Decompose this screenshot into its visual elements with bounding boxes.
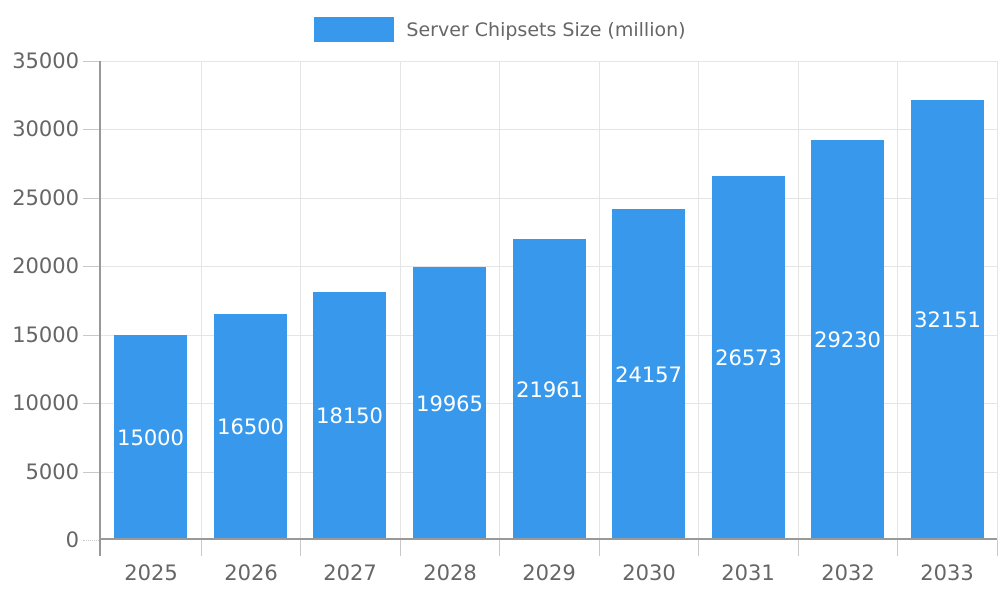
x-axis-tick (300, 540, 301, 556)
y-axis-line (99, 61, 101, 556)
y-tick-label: 25000 (12, 186, 79, 210)
x-axis-tick (201, 540, 202, 556)
x-tick-label: 2031 (721, 561, 775, 585)
bar[interactable] (811, 140, 884, 538)
bar[interactable] (313, 292, 386, 538)
y-axis-tick (83, 403, 101, 404)
x-axis-tick (897, 540, 898, 556)
y-tick-label: 35000 (12, 49, 79, 73)
bar-value-label: 15000 (117, 426, 184, 450)
y-axis-tick (83, 472, 101, 473)
bar-value-label: 18150 (316, 404, 383, 428)
x-tick-label: 2032 (821, 561, 875, 585)
bar-value-label: 32151 (914, 308, 981, 332)
x-axis-tick (997, 540, 998, 556)
x-gridline (997, 61, 998, 540)
x-gridline (798, 61, 799, 540)
legend-swatch (314, 17, 395, 42)
bar-value-label: 29230 (814, 328, 881, 352)
x-tick-label: 2028 (423, 561, 477, 585)
y-tick-label: 20000 (12, 254, 79, 278)
y-gridline (101, 61, 997, 62)
y-tick-label: 0 (65, 528, 79, 552)
y-tick-label: 10000 (12, 391, 79, 415)
y-axis-tick (83, 61, 101, 62)
x-gridline (400, 61, 401, 540)
x-axis-tick (400, 540, 401, 556)
bar[interactable] (214, 314, 287, 538)
bar[interactable] (513, 239, 586, 538)
y-axis-tick (83, 129, 101, 130)
x-tick-label: 2029 (522, 561, 576, 585)
bar-value-label: 26573 (715, 346, 782, 370)
x-tick-label: 2030 (622, 561, 676, 585)
x-axis-tick (599, 540, 600, 556)
x-gridline (897, 61, 898, 540)
bar[interactable] (911, 100, 984, 538)
y-gridline (101, 198, 997, 199)
y-gridline (101, 129, 997, 130)
bar-value-label: 19965 (416, 392, 483, 416)
bar[interactable] (413, 267, 486, 538)
y-axis-tick (83, 266, 101, 267)
bar-value-label: 21961 (516, 378, 583, 402)
bar[interactable] (114, 335, 187, 538)
x-gridline (300, 61, 301, 540)
y-axis-tick (83, 540, 101, 541)
x-axis-line (99, 538, 997, 540)
legend-item[interactable]: Server Chipsets Size (million) (0, 17, 1000, 42)
x-gridline (599, 61, 600, 540)
bar-value-label: 24157 (615, 363, 682, 387)
x-gridline (698, 61, 699, 540)
x-tick-label: 2025 (124, 561, 178, 585)
y-axis-tick (83, 335, 101, 336)
x-gridline (499, 61, 500, 540)
bar[interactable] (712, 176, 785, 538)
x-tick-label: 2027 (323, 561, 377, 585)
x-tick-label: 2026 (224, 561, 278, 585)
legend-label: Server Chipsets Size (million) (406, 18, 686, 41)
x-gridline (201, 61, 202, 540)
y-tick-label: 5000 (25, 460, 79, 484)
y-tick-label: 15000 (12, 323, 79, 347)
x-axis-tick (499, 540, 500, 556)
bar[interactable] (612, 209, 685, 538)
x-axis-tick (798, 540, 799, 556)
y-tick-label: 30000 (12, 117, 79, 141)
y-axis-tick (83, 198, 101, 199)
x-tick-label: 2033 (920, 561, 974, 585)
x-axis-tick (698, 540, 699, 556)
bar-value-label: 16500 (217, 415, 284, 439)
